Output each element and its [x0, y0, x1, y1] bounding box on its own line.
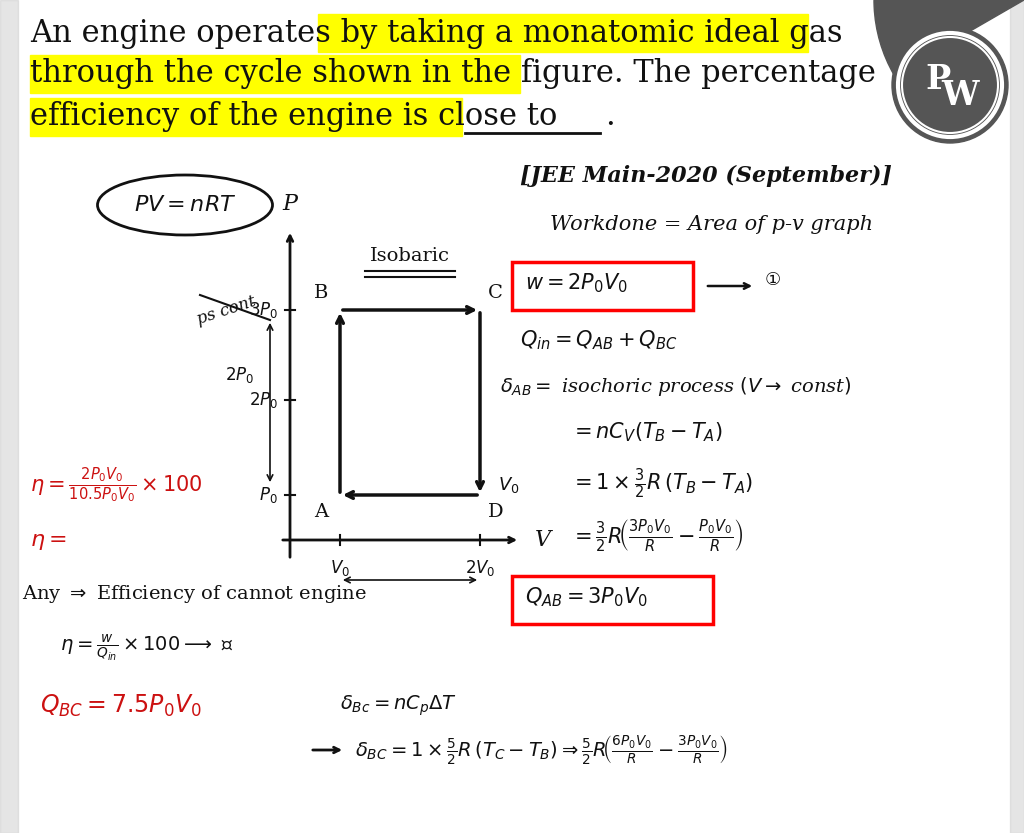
Text: $PV = nRT$: $PV = nRT$	[134, 194, 237, 216]
Text: $Q_{BC} = 7.5P_0V_0$: $Q_{BC} = 7.5P_0V_0$	[40, 693, 202, 719]
Text: $w = 2P_0V_0$: $w = 2P_0V_0$	[525, 271, 628, 295]
Text: Any $\Rightarrow$ Efficiency of cannot engine: Any $\Rightarrow$ Efficiency of cannot e…	[22, 583, 367, 605]
Text: efficiency of the engine is close to: efficiency of the engine is close to	[30, 101, 557, 132]
Text: $\eta = \frac{w}{Q_{in}} \times 100 \longrightarrow$ ①: $\eta = \frac{w}{Q_{in}} \times 100 \lon…	[60, 633, 233, 664]
Text: V: V	[535, 529, 551, 551]
Text: Workdone = Area of p-v graph: Workdone = Area of p-v graph	[550, 215, 873, 234]
Text: $Q_{AB} = 3P_0V_0$: $Q_{AB} = 3P_0V_0$	[525, 585, 648, 609]
Bar	[0, 0, 18, 833]
Text: C: C	[488, 284, 503, 302]
Text: $\delta_{Bc} = nC_p \Delta T$: $\delta_{Bc} = nC_p \Delta T$	[340, 693, 457, 717]
Text: B: B	[313, 284, 328, 302]
Text: $\eta = \frac{2P_0V_0}{10.5P_0V_0} \times 100$: $\eta = \frac{2P_0V_0}{10.5P_0V_0} \time…	[30, 465, 203, 505]
Text: $= 1 \times \frac{3}{2} R\,(T_B - T_A)$: $= 1 \times \frac{3}{2} R\,(T_B - T_A)$	[570, 466, 754, 501]
Circle shape	[892, 27, 1008, 143]
Text: [JEE Main-2020 (September)]: [JEE Main-2020 (September)]	[520, 165, 892, 187]
Wedge shape	[874, 0, 1024, 75]
Text: $\delta_{BC} = 1 \times \frac{5}{2} R\,(T_C - T_B) \Rightarrow \frac{5}{2}R\!\le: $\delta_{BC} = 1 \times \frac{5}{2} R\,(…	[355, 733, 728, 766]
Text: $Q_{in} = Q_{AB} + Q_{BC}$: $Q_{in} = Q_{AB} + Q_{BC}$	[520, 328, 677, 352]
Text: A: A	[314, 503, 328, 521]
Text: W: W	[941, 78, 979, 112]
Text: through the cycle shown in the figure. The percentage: through the cycle shown in the figure. T…	[30, 58, 876, 89]
Text: $V_0$: $V_0$	[498, 475, 519, 495]
Text: $2P_0$: $2P_0$	[225, 365, 255, 385]
Text: P: P	[926, 62, 950, 96]
Text: $3P_0$: $3P_0$	[249, 300, 278, 320]
Bar	[318, 14, 808, 52]
Text: D: D	[488, 503, 504, 521]
Bar	[30, 55, 520, 93]
Text: An engine operates by taking a monatomic ideal gas: An engine operates by taking a monatomic…	[30, 18, 843, 49]
Text: $V_0$: $V_0$	[330, 558, 350, 578]
Text: $= \frac{3}{2} R\!\left(\frac{3P_0V_0}{R} - \frac{P_0V_0}{R}\right)$: $= \frac{3}{2} R\!\left(\frac{3P_0V_0}{R…	[570, 518, 743, 555]
Text: $2V_0$: $2V_0$	[465, 558, 496, 578]
Text: $\eta =$: $\eta =$	[30, 530, 67, 552]
Bar	[1010, 0, 1024, 833]
FancyBboxPatch shape	[512, 262, 693, 310]
Text: $= nC_V(T_B - T_A)$: $= nC_V(T_B - T_A)$	[570, 420, 723, 444]
Text: ①: ①	[765, 271, 781, 289]
Text: ps cont: ps cont	[195, 292, 258, 327]
Text: Isobaric: Isobaric	[370, 247, 450, 265]
Text: P: P	[283, 193, 298, 215]
FancyBboxPatch shape	[512, 576, 713, 624]
Text: .: .	[605, 101, 614, 132]
Bar	[30, 98, 462, 136]
Text: $2P_0$: $2P_0$	[249, 390, 278, 410]
Text: $\delta_{AB} =$ isochoric process $(V \rightarrow$ const$)$: $\delta_{AB} =$ isochoric process $(V \r…	[500, 375, 852, 398]
Text: $P_0$: $P_0$	[259, 485, 278, 505]
